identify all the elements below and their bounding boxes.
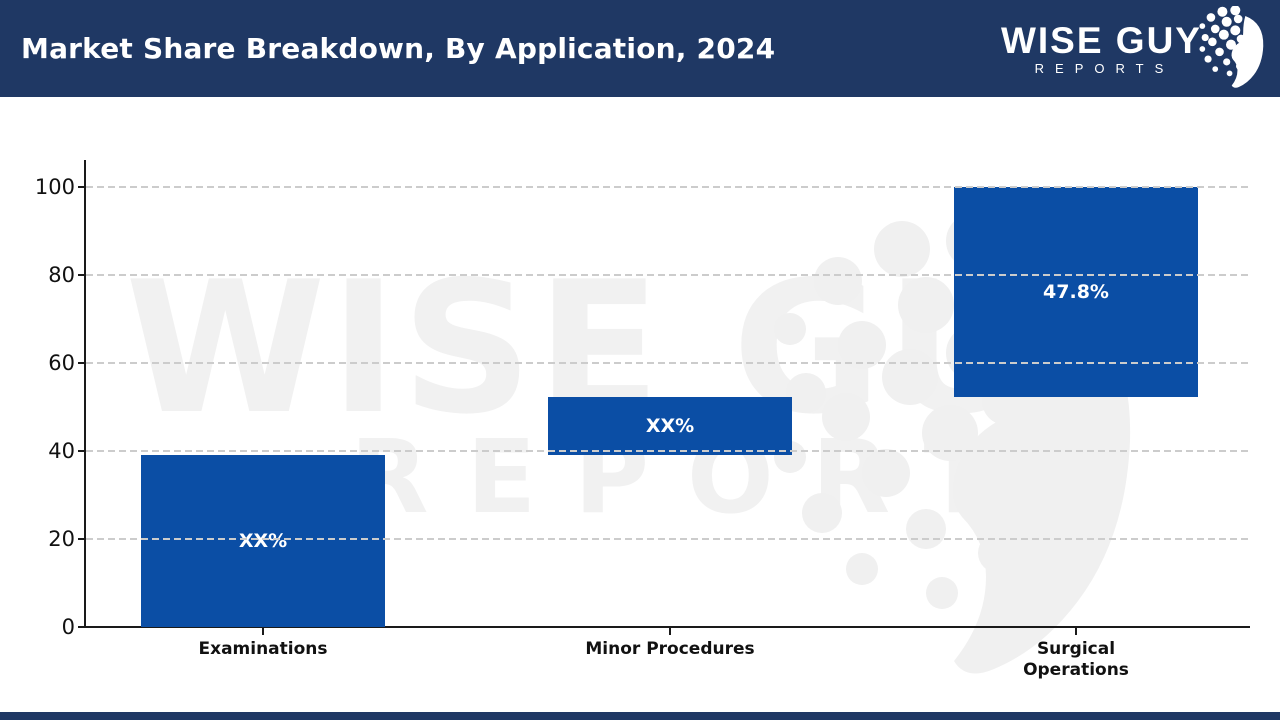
y-tick-label: 20: [48, 527, 75, 551]
logo-subtitle: REPORTS: [1034, 61, 1175, 76]
x-axis-label: Surgical Operations: [1023, 639, 1129, 681]
y-axis-line: [84, 160, 86, 627]
x-axis-line: [84, 626, 1250, 628]
y-tick-mark: [78, 538, 84, 540]
page-title: Market Share Breakdown, By Application, …: [21, 32, 776, 65]
bar-value-label: XX%: [645, 415, 695, 438]
y-tick-mark: [78, 274, 84, 276]
x-tick-mark: [262, 628, 264, 635]
header-bar: Market Share Breakdown, By Application, …: [0, 0, 1280, 97]
gridline: [86, 538, 1250, 540]
y-tick-label: 100: [34, 175, 75, 199]
logo-face-icon: [1199, 5, 1264, 88]
y-tick-mark: [78, 362, 84, 364]
x-tick-mark: [1075, 628, 1077, 635]
x-axis-label: Minor Procedures: [585, 639, 755, 659]
logo-text: WISE GUY REPORTS: [1001, 22, 1202, 75]
wise-guy-logo: WISE GUY REPORTS: [1001, 0, 1268, 97]
gridline: [86, 186, 1250, 188]
gridline: [86, 274, 1250, 276]
y-tick-mark: [78, 450, 84, 452]
logo-wordmark: WISE GUY: [1000, 20, 1202, 61]
y-tick-mark: [78, 186, 84, 188]
y-tick-label: 60: [48, 351, 75, 375]
bar-value-label: 47.8%: [1043, 281, 1109, 304]
gridline: [86, 362, 1250, 364]
bar: 47.8%: [954, 187, 1198, 398]
y-tick-label: 40: [48, 439, 75, 463]
bar-value-label: XX%: [238, 530, 288, 553]
bar: XX%: [141, 455, 385, 627]
bar: XX%: [548, 397, 792, 456]
y-tick-label: 0: [61, 615, 75, 639]
x-tick-mark: [669, 628, 671, 635]
footer-bar: [0, 712, 1280, 720]
y-tick-mark: [78, 626, 84, 628]
x-axis-label: Examinations: [198, 639, 328, 659]
gridline: [86, 450, 1250, 452]
y-tick-label: 80: [48, 263, 75, 287]
